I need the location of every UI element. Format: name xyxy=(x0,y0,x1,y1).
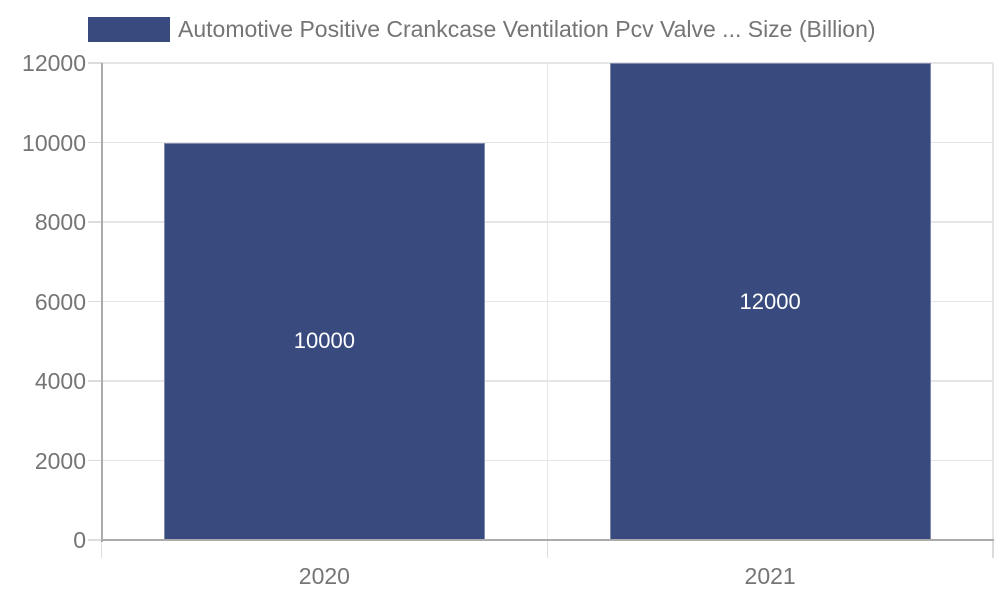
y-axis-tick-label: 6000 xyxy=(34,288,86,315)
bar-value-label: 10000 xyxy=(293,328,355,354)
x-axis-line xyxy=(100,539,994,541)
y-axis-tick-label: 0 xyxy=(73,527,86,553)
y-axis-tick xyxy=(88,300,102,303)
x-axis-tick xyxy=(992,541,994,558)
y-axis-tick-label: 8000 xyxy=(34,209,86,235)
y-axis-tick xyxy=(88,221,102,223)
x-axis-tick-label: 2021 xyxy=(744,563,796,589)
bar-2020[interactable] xyxy=(163,142,485,540)
bar-2021[interactable] xyxy=(609,63,931,540)
x-axis-tick-label: 2020 xyxy=(298,563,350,589)
y-axis-tick-label: 2000 xyxy=(34,447,86,474)
y-axis-tick-label: 10000 xyxy=(22,129,86,156)
bar-value-label: 12000 xyxy=(739,288,801,314)
grid-line-vertical xyxy=(546,63,548,540)
grid-line-vertical xyxy=(992,63,994,540)
y-axis-tick-label: 12000 xyxy=(22,50,86,76)
y-axis-tick xyxy=(88,141,102,144)
y-axis-tick xyxy=(88,459,102,462)
y-axis-tick xyxy=(88,62,102,64)
legend-swatch[interactable] xyxy=(88,17,170,42)
x-axis-tick xyxy=(546,541,548,558)
legend-label: Automotive Positive Crankcase Ventilatio… xyxy=(178,16,876,42)
y-axis-tick xyxy=(88,380,102,382)
y-axis-tick xyxy=(88,539,102,541)
x-axis-tick xyxy=(100,541,103,558)
y-axis-line xyxy=(100,63,103,542)
y-axis-tick-label: 4000 xyxy=(34,368,86,394)
